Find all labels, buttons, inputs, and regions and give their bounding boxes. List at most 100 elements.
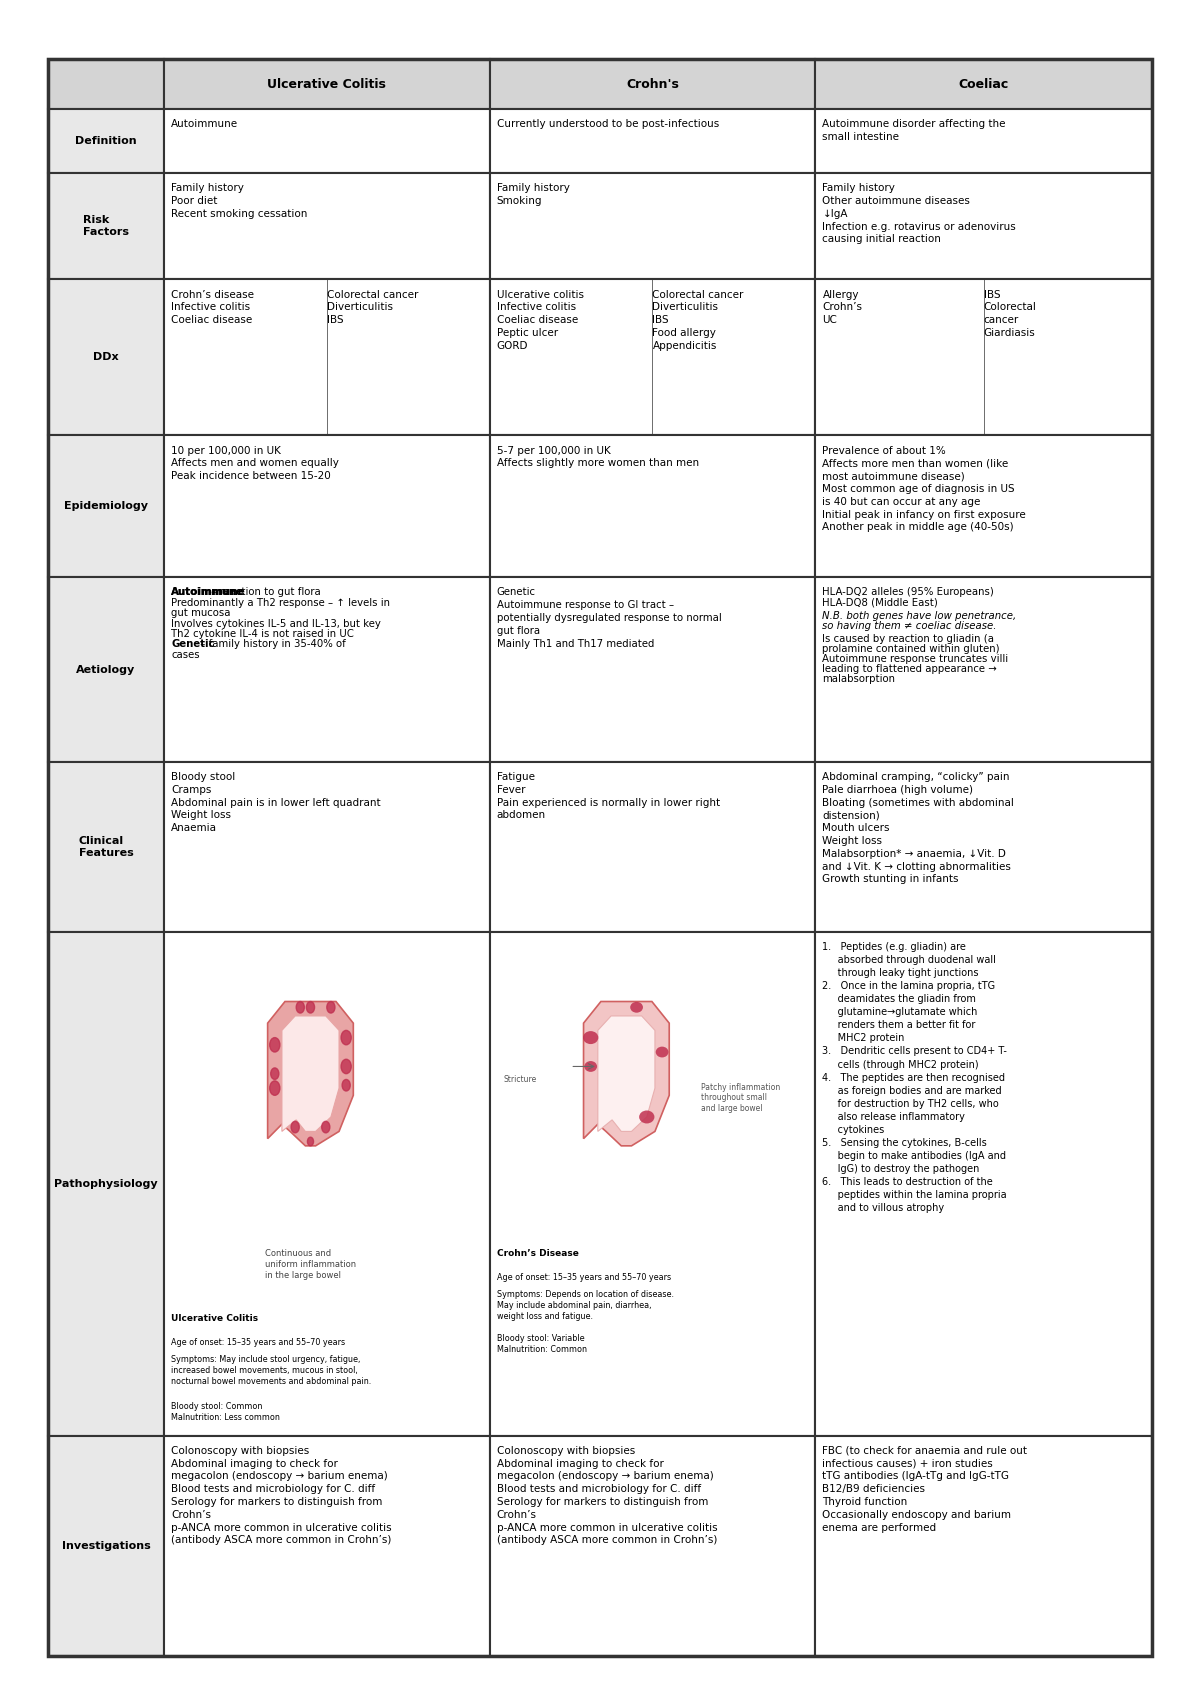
- Bar: [48, 577, 164, 762]
- Ellipse shape: [308, 1061, 330, 1071]
- Bar: [490, 173, 815, 280]
- Text: Ulcerative colitis
Infective colitis
Coeliac disease
Peptic ulcer
GORD: Ulcerative colitis Infective colitis Coe…: [497, 290, 583, 351]
- Text: Epidemiology: Epidemiology: [64, 501, 148, 511]
- Text: Symptoms: May include stool urgency, fatigue,
increased bowel movements, mucous : Symptoms: May include stool urgency, fat…: [172, 1355, 371, 1386]
- Bar: [815, 109, 1152, 173]
- Bar: [48, 109, 164, 173]
- Circle shape: [296, 1002, 305, 1014]
- Text: Prevalence of about 1%
Affects more men than women (like
most autoimmune disease: Prevalence of about 1% Affects more men …: [822, 445, 1026, 533]
- Bar: [164, 59, 490, 109]
- Text: Bloody stool
Cramps
Abdominal pain is in lower left quadrant
Weight loss
Anaemia: Bloody stool Cramps Abdominal pain is in…: [172, 773, 380, 834]
- Text: Genetic
Autoimmune response to GI tract –
potentially dysregulated response to n: Genetic Autoimmune response to GI tract …: [497, 588, 721, 649]
- Text: leading to flattened appearance →: leading to flattened appearance →: [822, 664, 997, 674]
- Circle shape: [341, 1060, 352, 1073]
- Text: Autoimmune disorder affecting the
small intestine: Autoimmune disorder affecting the small …: [822, 119, 1006, 143]
- Bar: [815, 932, 1152, 1435]
- Text: Definition: Definition: [76, 136, 137, 146]
- Text: Predominantly a Th2 response – ↑ levels in: Predominantly a Th2 response – ↑ levels …: [172, 598, 390, 608]
- Ellipse shape: [630, 1002, 643, 1012]
- Text: Autoimmune response truncates villi: Autoimmune response truncates villi: [822, 654, 1009, 664]
- Bar: [815, 577, 1152, 762]
- Text: Clinical
Features: Clinical Features: [78, 835, 133, 857]
- Bar: [815, 1435, 1152, 1656]
- Circle shape: [306, 1002, 314, 1014]
- Text: Autoimmune: Autoimmune: [172, 119, 239, 129]
- Text: IBS
Colorectal
cancer
Giardiasis: IBS Colorectal cancer Giardiasis: [984, 290, 1037, 338]
- Text: Patchy inflammation
throughout small
and large bowel: Patchy inflammation throughout small and…: [701, 1083, 780, 1114]
- Circle shape: [307, 1138, 313, 1146]
- Text: 10 per 100,000 in UK
Affects men and women equally
Peak incidence between 15-20: 10 per 100,000 in UK Affects men and wom…: [172, 445, 338, 481]
- Bar: [490, 577, 815, 762]
- Ellipse shape: [624, 1061, 644, 1071]
- Text: Bloody stool: Common
Malnutrition: Less common: Bloody stool: Common Malnutrition: Less …: [172, 1403, 280, 1423]
- Text: – reaction to gut flora: – reaction to gut flora: [208, 588, 320, 598]
- Text: FBC (to check for anaemia and rule out
infectious causes) + iron studies
tTG ant: FBC (to check for anaemia and rule out i…: [822, 1445, 1027, 1533]
- Circle shape: [326, 1002, 335, 1014]
- Text: Th2 cytokine IL-4 is not raised in UC: Th2 cytokine IL-4 is not raised in UC: [172, 628, 354, 638]
- Circle shape: [271, 1068, 278, 1080]
- Bar: [164, 109, 490, 173]
- Text: Autoimmune: Autoimmune: [172, 588, 244, 598]
- Polygon shape: [583, 1002, 670, 1146]
- Text: prolamine contained within gluten): prolamine contained within gluten): [822, 644, 1000, 654]
- Bar: [48, 173, 164, 280]
- Bar: [164, 577, 490, 762]
- Bar: [490, 435, 815, 577]
- Ellipse shape: [616, 1056, 624, 1085]
- Text: Involves cytokines IL-5 and IL-13, but key: Involves cytokines IL-5 and IL-13, but k…: [172, 618, 380, 628]
- Bar: [48, 1435, 164, 1656]
- Text: Autoimmune: Autoimmune: [172, 588, 246, 598]
- Ellipse shape: [298, 1053, 308, 1083]
- Text: gut mucosa: gut mucosa: [172, 608, 230, 618]
- Circle shape: [270, 1037, 280, 1053]
- Text: Crohn’s Disease: Crohn’s Disease: [497, 1250, 578, 1258]
- Ellipse shape: [623, 1061, 636, 1085]
- Ellipse shape: [640, 1110, 654, 1124]
- Text: Colonoscopy with biopsies
Abdominal imaging to check for
megacolon (endoscopy → : Colonoscopy with biopsies Abdominal imag…: [172, 1445, 391, 1545]
- Text: so having them ≠ coeliac disease.: so having them ≠ coeliac disease.: [822, 621, 997, 630]
- Bar: [490, 280, 815, 435]
- Ellipse shape: [301, 1048, 316, 1075]
- Ellipse shape: [584, 1061, 598, 1071]
- Bar: [48, 435, 164, 577]
- Ellipse shape: [306, 1053, 326, 1071]
- Text: malabsorption: malabsorption: [822, 674, 895, 684]
- Bar: [490, 762, 815, 932]
- Text: Symptoms: Depends on location of disease.
May include abdominal pain, diarrhea,
: Symptoms: Depends on location of disease…: [497, 1290, 674, 1321]
- Text: Abdominal cramping, “colicky” pain
Pale diarrhoea (high volume)
Bloating (someti: Abdominal cramping, “colicky” pain Pale …: [822, 773, 1014, 885]
- Polygon shape: [268, 1002, 353, 1146]
- Bar: [164, 762, 490, 932]
- Text: Bloody stool: Variable
Malnutrition: Common: Bloody stool: Variable Malnutrition: Com…: [497, 1335, 587, 1355]
- Polygon shape: [598, 1015, 655, 1131]
- Text: Age of onset: 15–35 years and 55–70 years: Age of onset: 15–35 years and 55–70 year…: [172, 1338, 346, 1347]
- Text: HLA-DQ8 (Middle East): HLA-DQ8 (Middle East): [822, 598, 938, 608]
- Text: HLA-DQ2 alleles (95% Europeans): HLA-DQ2 alleles (95% Europeans): [822, 588, 995, 598]
- Text: Ulcerative Colitis: Ulcerative Colitis: [172, 1314, 258, 1323]
- Text: Is caused by reaction to gliadin (a: Is caused by reaction to gliadin (a: [822, 633, 995, 644]
- Text: Family history
Smoking: Family history Smoking: [497, 183, 570, 205]
- Bar: [164, 435, 490, 577]
- Bar: [815, 435, 1152, 577]
- Text: Colonoscopy with biopsies
Abdominal imaging to check for
megacolon (endoscopy → : Colonoscopy with biopsies Abdominal imag…: [497, 1445, 718, 1545]
- Circle shape: [342, 1080, 350, 1092]
- Bar: [815, 762, 1152, 932]
- Ellipse shape: [583, 1031, 599, 1044]
- Text: – family history in 35-40% of: – family history in 35-40% of: [197, 638, 346, 649]
- Text: 5-7 per 100,000 in UK
Affects slightly more women than men: 5-7 per 100,000 in UK Affects slightly m…: [497, 445, 698, 469]
- Text: N.B. both genes have low penetrance,: N.B. both genes have low penetrance,: [822, 611, 1016, 621]
- Bar: [815, 59, 1152, 109]
- Text: Genetic: Genetic: [172, 638, 215, 649]
- Bar: [490, 109, 815, 173]
- Text: Colorectal cancer
Diverticulitis
IBS
Food allergy
Appendicitis: Colorectal cancer Diverticulitis IBS Foo…: [653, 290, 744, 351]
- Bar: [490, 932, 815, 1435]
- Text: Crohn's: Crohn's: [626, 78, 679, 90]
- Bar: [164, 173, 490, 280]
- Text: Stricture: Stricture: [504, 1075, 538, 1083]
- Ellipse shape: [305, 1063, 326, 1078]
- Ellipse shape: [299, 1048, 307, 1080]
- Ellipse shape: [655, 1046, 668, 1058]
- Text: Continuous and
uniform inflammation
in the large bowel: Continuous and uniform inflammation in t…: [265, 1250, 356, 1280]
- Bar: [490, 59, 815, 109]
- Text: Risk
Factors: Risk Factors: [83, 216, 128, 238]
- Text: Currently understood to be post-infectious: Currently understood to be post-infectio…: [497, 119, 719, 129]
